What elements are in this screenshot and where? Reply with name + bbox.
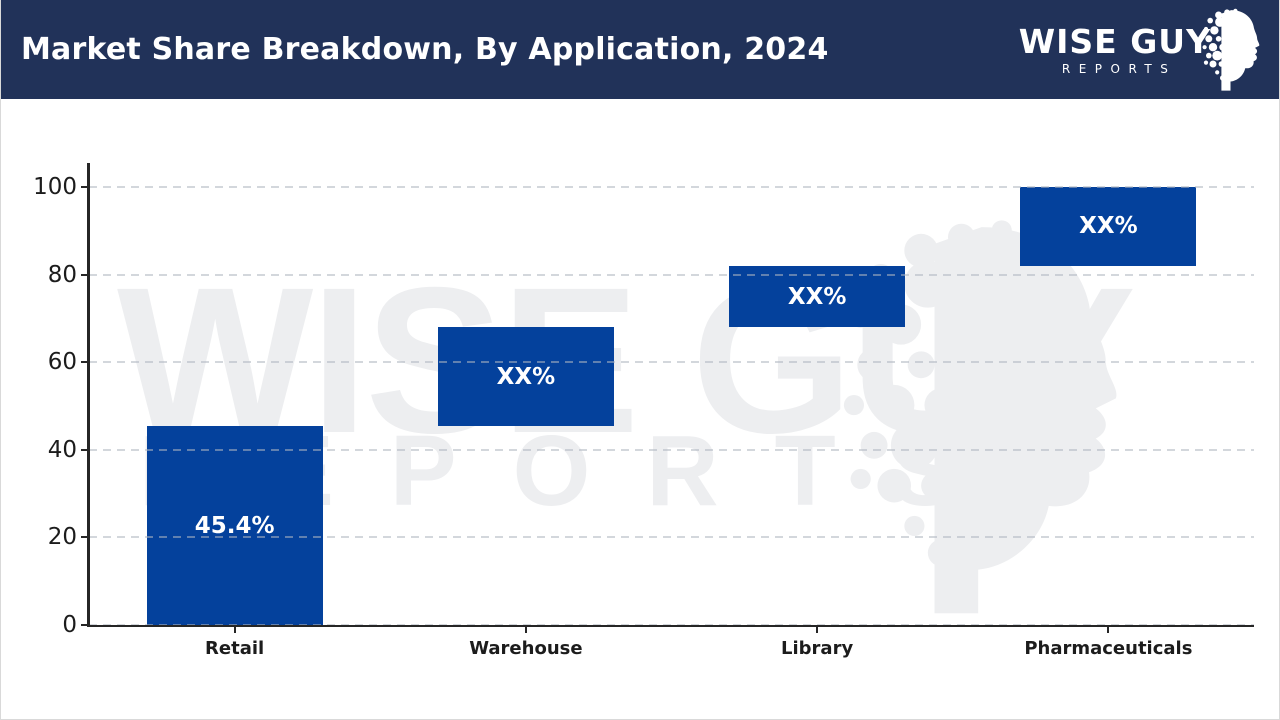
wiseguy-face-icon — [1202, 8, 1260, 91]
logo-subtext: REPORTS — [1061, 61, 1177, 76]
watermark-face-icon — [843, 220, 1117, 614]
chart-area: WISE GUY REPORTS 45.4% XX% XX% XX% 0 20 40 60 80… — [1, 99, 1279, 719]
watermark: WISE GUY REPORTS — [1, 99, 1279, 719]
logo-text: WISE GUY REPORTS — [1019, 25, 1211, 76]
chart-title: Market Share Breakdown, By Application, … — [21, 32, 829, 67]
wiseguy-logo: WISE GUY REPORTS — [1019, 6, 1269, 94]
logo-wordmark: WISE GUY — [1018, 21, 1211, 61]
header-bar: Market Share Breakdown, By Application, … — [1, 0, 1279, 99]
